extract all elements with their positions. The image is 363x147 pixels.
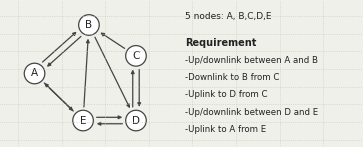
Text: -Up/downlink between A and B: -Up/downlink between A and B [185,56,318,65]
Circle shape [73,110,93,131]
Text: 5 nodes: A, B,C,D,E: 5 nodes: A, B,C,D,E [185,12,272,21]
Text: A: A [31,69,38,78]
Text: -Up/downlink between D and E: -Up/downlink between D and E [185,108,318,117]
Text: D: D [132,116,140,126]
Text: E: E [80,116,86,126]
Circle shape [24,63,45,84]
Text: C: C [132,51,140,61]
Text: -Uplink to A from E: -Uplink to A from E [185,125,266,134]
Circle shape [126,110,146,131]
Text: B: B [85,20,93,30]
Circle shape [79,15,99,35]
Text: -Uplink to D from C: -Uplink to D from C [185,90,268,99]
Circle shape [126,46,146,66]
Text: -Downlink to B from C: -Downlink to B from C [185,73,280,82]
Text: Requirement: Requirement [185,38,257,48]
